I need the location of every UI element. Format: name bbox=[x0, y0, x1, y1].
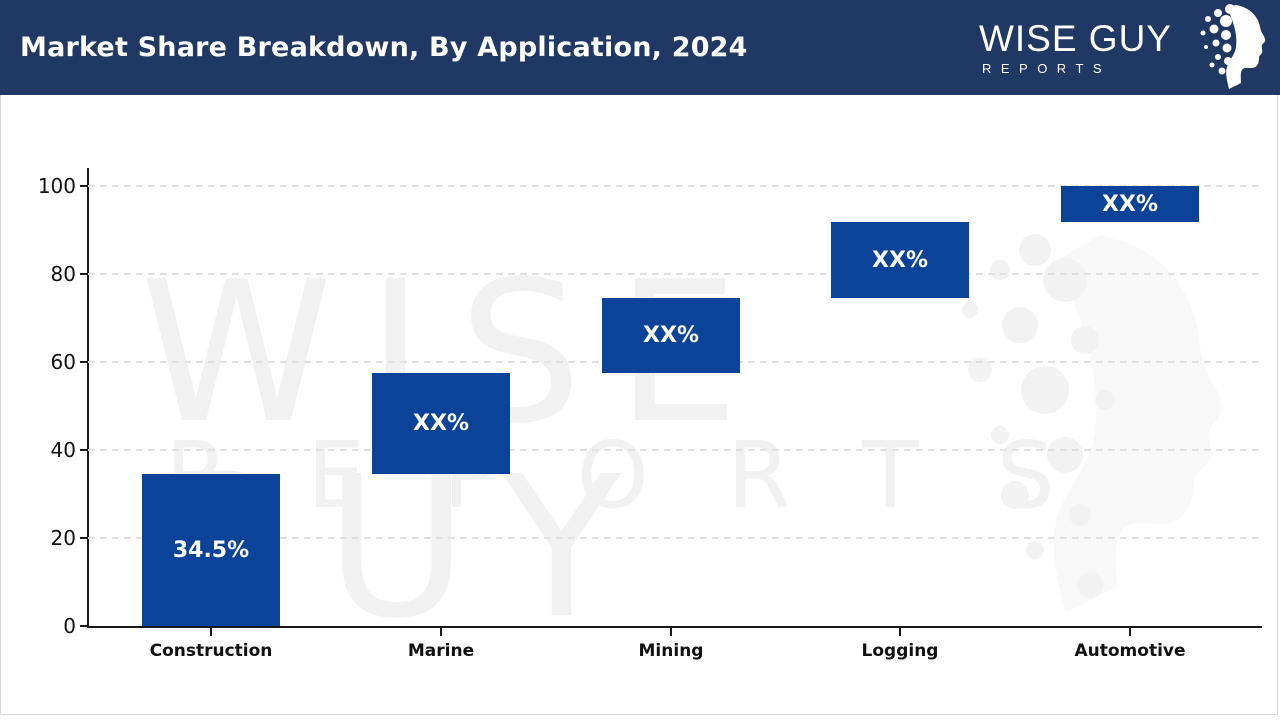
x-tick-mark-mining bbox=[670, 628, 672, 636]
bar-value-label: XX% bbox=[413, 411, 469, 437]
gridline-y-100 bbox=[88, 185, 1262, 187]
x-tick-mark-logging bbox=[899, 628, 901, 636]
y-tick-label-20: 20 bbox=[50, 526, 76, 550]
waterfall-chart: 0 20 40 60 80 100 34.5% Construction XX% Marine XX… bbox=[0, 95, 1280, 720]
bar-mining: XX% bbox=[602, 298, 740, 373]
bar-value-label: XX% bbox=[643, 323, 699, 349]
y-tick-mark-0 bbox=[80, 625, 88, 627]
y-tick-mark-40 bbox=[80, 449, 88, 451]
y-tick-label-80: 80 bbox=[50, 262, 76, 286]
x-tick-label-logging: Logging bbox=[861, 641, 939, 661]
y-tick-mark-60 bbox=[80, 361, 88, 363]
y-tick-label-100: 100 bbox=[37, 174, 76, 198]
bar-logging: XX% bbox=[831, 222, 969, 299]
y-tick-mark-100 bbox=[80, 185, 88, 187]
header-band: Market Share Breakdown, By Application, … bbox=[0, 0, 1280, 95]
bar-value-label: 34.5% bbox=[172, 537, 250, 563]
logo-face-icon bbox=[1174, 3, 1266, 93]
y-axis-line bbox=[87, 168, 89, 628]
gridline-y-20 bbox=[88, 537, 1262, 539]
x-tick-mark-automotive bbox=[1129, 628, 1131, 636]
x-tick-mark-marine bbox=[440, 628, 442, 636]
x-tick-label-marine: Marine bbox=[407, 641, 475, 661]
gridline-y-40 bbox=[88, 449, 1262, 451]
x-tick-mark-construction bbox=[210, 628, 212, 636]
wise-guy-logo: WISE GUY REPORTS bbox=[979, 3, 1280, 93]
logo-wordmark: WISE GUY bbox=[978, 18, 1172, 59]
logo-subtitle: REPORTS bbox=[981, 61, 1112, 76]
y-tick-mark-20 bbox=[80, 537, 88, 539]
y-tick-mark-80 bbox=[80, 273, 88, 275]
logo-text: WISE GUY REPORTS bbox=[979, 20, 1172, 75]
gridline-y-80 bbox=[88, 273, 1262, 275]
bar-construction: 34.5% bbox=[142, 474, 280, 626]
x-tick-label-construction: Construction bbox=[149, 641, 273, 661]
x-tick-label-automotive: Automotive bbox=[1074, 641, 1186, 661]
y-tick-label-0: 0 bbox=[63, 614, 76, 638]
y-tick-label-60: 60 bbox=[50, 350, 76, 374]
bar-marine: XX% bbox=[372, 373, 510, 475]
y-tick-label-40: 40 bbox=[50, 438, 76, 462]
bar-automotive: XX% bbox=[1061, 186, 1199, 223]
x-axis-line bbox=[87, 626, 1262, 628]
bar-value-label: XX% bbox=[1102, 191, 1158, 217]
chart-title: Market Share Breakdown, By Application, … bbox=[20, 32, 748, 63]
x-tick-label-mining: Mining bbox=[638, 641, 704, 661]
bar-value-label: XX% bbox=[872, 247, 928, 273]
